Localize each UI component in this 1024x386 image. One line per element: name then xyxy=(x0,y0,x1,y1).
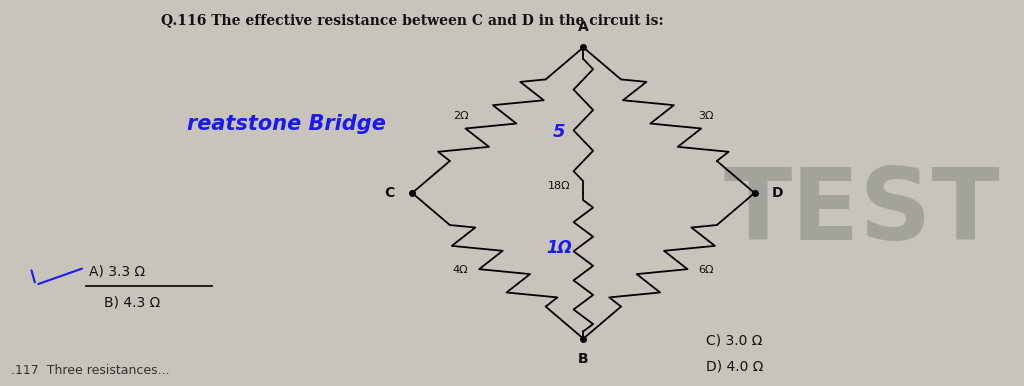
Text: 3Ω: 3Ω xyxy=(698,111,714,121)
Text: D) 4.0 Ω: D) 4.0 Ω xyxy=(706,359,763,373)
Text: reatstone Bridge: reatstone Bridge xyxy=(187,114,386,134)
Text: 2Ω: 2Ω xyxy=(453,111,468,121)
Text: 5: 5 xyxy=(553,123,565,141)
Text: 4Ω: 4Ω xyxy=(453,265,468,275)
Text: D: D xyxy=(772,186,783,200)
Text: Q.116 The effective resistance between C and D in the circuit is:: Q.116 The effective resistance between C… xyxy=(161,13,664,27)
Text: A: A xyxy=(578,20,589,34)
Text: B) 4.3 Ω: B) 4.3 Ω xyxy=(104,295,161,309)
Text: C) 3.0 Ω: C) 3.0 Ω xyxy=(706,334,762,347)
Text: A) 3.3 Ω: A) 3.3 Ω xyxy=(89,264,145,279)
Text: B: B xyxy=(578,352,589,366)
Text: .117  Three resistances...: .117 Three resistances... xyxy=(11,364,170,377)
Text: 18Ω: 18Ω xyxy=(548,181,570,191)
Text: C: C xyxy=(384,186,394,200)
Text: 6Ω: 6Ω xyxy=(698,265,714,275)
Text: TEST: TEST xyxy=(724,164,1000,261)
Text: 1Ω: 1Ω xyxy=(546,239,571,257)
